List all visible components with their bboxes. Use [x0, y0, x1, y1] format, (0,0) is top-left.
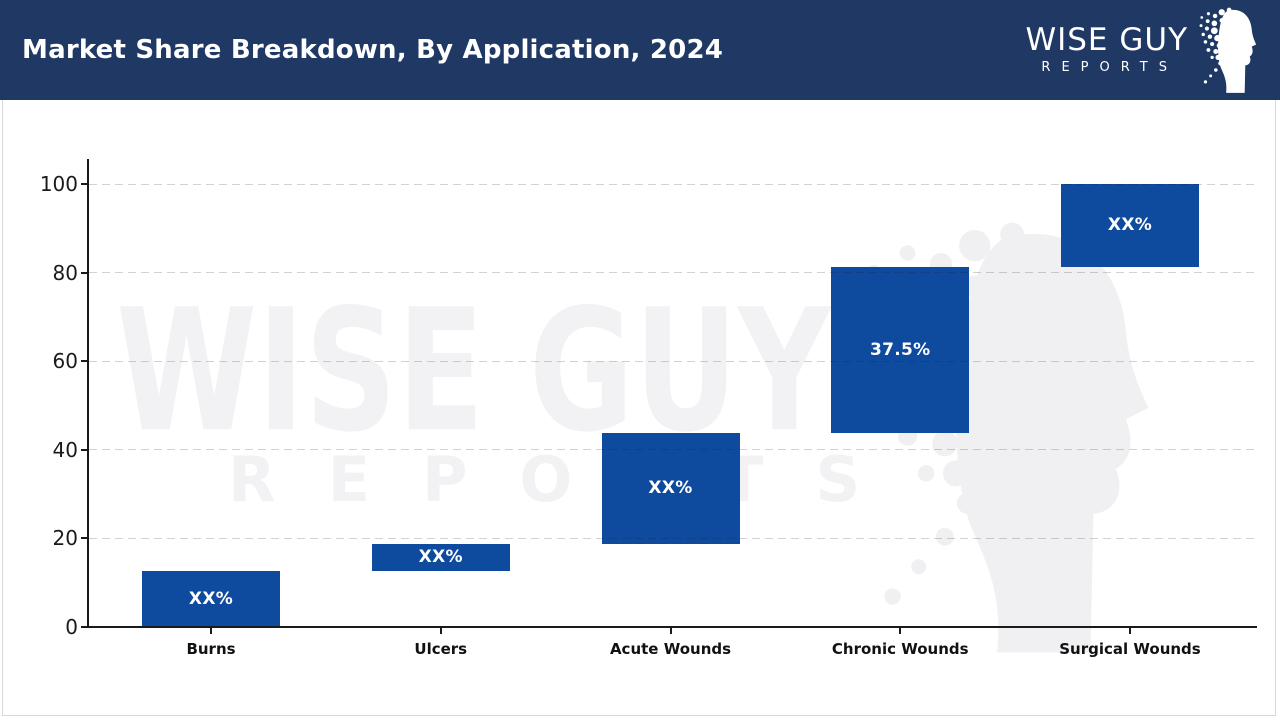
x-axis-label-burns: Burns — [186, 640, 236, 658]
watermark-subtitle: REPORTS — [228, 443, 913, 516]
y-tick-20 — [81, 537, 89, 539]
wiseguy-face-icon — [1184, 5, 1258, 95]
x-tick-chronic-wounds — [899, 626, 902, 634]
gridline-40 — [89, 449, 1256, 450]
x-axis-label-ulcers: Ulcers — [414, 640, 468, 658]
page-title: Market Share Breakdown, By Application, … — [22, 35, 724, 65]
y-tick-label-60: 60 — [52, 349, 78, 373]
bar-surgical-wounds: XX% — [1061, 184, 1199, 267]
x-tick-ulcers — [439, 626, 442, 634]
header-bar: Market Share Breakdown, By Application, … — [0, 0, 1280, 100]
bar-value-label-surgical-wounds: XX% — [1107, 215, 1153, 236]
bar-burns: XX% — [142, 571, 280, 627]
y-tick-60 — [81, 360, 89, 362]
watermark-wordmark: WISE GUY — [116, 273, 831, 471]
gridline-20 — [89, 537, 1256, 539]
y-tick-80 — [81, 271, 89, 274]
y-tick-40 — [81, 448, 89, 451]
y-tick-label-40: 40 — [52, 437, 78, 462]
x-tick-burns — [210, 626, 212, 634]
y-tick-100 — [81, 183, 89, 185]
x-tick-acute-wounds — [669, 626, 672, 634]
bar-value-label-burns: XX% — [188, 588, 234, 609]
x-tick-surgical-wounds — [1129, 626, 1131, 634]
logo-subtitle: REPORTS — [1041, 60, 1179, 75]
y-tick-0 — [81, 625, 89, 628]
bar-chronic-wounds: 37.5% — [831, 266, 970, 433]
bar-value-label-ulcers: XX% — [418, 547, 463, 568]
logo-wordmark: WISE GUY — [1025, 22, 1188, 58]
gridline-80 — [89, 272, 1256, 273]
bar-value-label-acute-wounds: XX% — [648, 478, 693, 499]
y-tick-label-0: 0 — [65, 614, 78, 639]
wiseguy-logo: WISE GUY REPORTS — [1025, 5, 1258, 95]
bar-acute-wounds: XX% — [601, 432, 740, 544]
y-tick-label-20: 20 — [52, 526, 78, 550]
y-tick-label-100: 100 — [39, 172, 78, 196]
x-axis-label-surgical-wounds: Surgical Wounds — [1059, 640, 1201, 658]
y-axis-line — [87, 159, 89, 628]
gridline-60 — [89, 360, 1256, 362]
y-tick-label-80: 80 — [52, 260, 78, 285]
logo-text: WISE GUY REPORTS — [1025, 22, 1188, 76]
bar-value-label-chronic-wounds: 37.5% — [870, 339, 931, 360]
bar-ulcers: XX% — [371, 543, 510, 572]
x-axis-label-chronic-wounds: Chronic Wounds — [831, 640, 969, 658]
chart-canvas-frame — [2, 100, 1276, 716]
gridline-100 — [89, 183, 1256, 185]
x-axis-line — [87, 625, 1257, 628]
x-axis-label-acute-wounds: Acute Wounds — [609, 640, 732, 658]
